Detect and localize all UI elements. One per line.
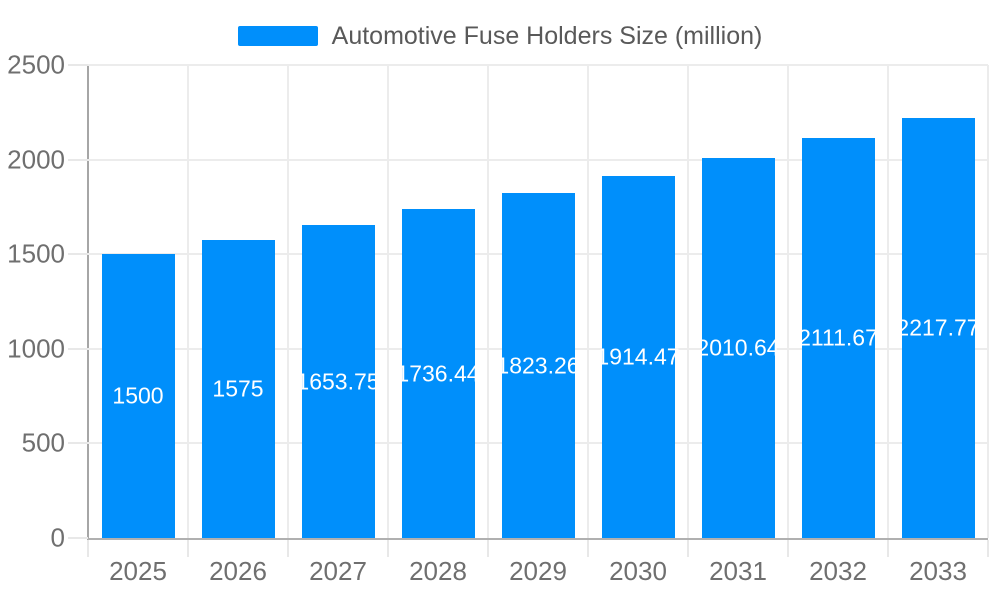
bar-value-label: 1653.75 [296, 368, 380, 395]
h-gridline [88, 158, 988, 161]
bar-2032[interactable] [801, 138, 875, 538]
x-axis-label: 2032 [809, 556, 867, 586]
y-axis-tick [68, 537, 88, 539]
y-axis-label: 1500 [7, 238, 65, 269]
bar-2031[interactable] [701, 157, 775, 538]
bar-value-label: 1914.47 [596, 343, 680, 370]
bar-value-label: 2010.64 [696, 334, 780, 361]
v-gridline [587, 65, 589, 538]
y-axis-label: 2000 [7, 144, 65, 175]
x-axis-tick [187, 540, 189, 557]
x-axis-label: 2027 [309, 556, 367, 586]
x-axis-label: 2025 [109, 556, 167, 586]
bar-2027[interactable] [301, 225, 375, 538]
y-axis-label: 500 [21, 427, 65, 458]
bar-2030[interactable] [601, 175, 675, 538]
x-axis-label: 2030 [609, 556, 667, 586]
x-axis-label: 2026 [209, 556, 267, 586]
v-gridline [487, 65, 489, 538]
plot-area: 1500 1575 1653.75 1736.44 1823.26 1914.47 2010… [88, 64, 989, 538]
x-axis-label: 2029 [509, 556, 567, 586]
x-axis-tick [87, 540, 89, 557]
x-axis-tick [387, 540, 389, 557]
v-gridline [187, 65, 189, 538]
x-axis-tick [987, 540, 989, 557]
bar-2029[interactable] [501, 193, 575, 538]
x-axis-tick [287, 540, 289, 557]
h-gridline [88, 64, 988, 66]
y-axis-label: 0 [50, 522, 65, 553]
v-gridline [687, 65, 689, 538]
x-axis-label: 2031 [709, 556, 767, 586]
bar-2028[interactable] [401, 209, 475, 538]
y-axis-tick [68, 253, 88, 256]
x-axis-tick [787, 540, 789, 557]
bar-value-label: 1823.26 [496, 352, 580, 379]
bar-value-label: 1500 [112, 382, 164, 409]
bar-value-label: 1736.44 [396, 360, 480, 387]
y-axis-label: 2500 [7, 49, 65, 80]
v-gridline [787, 65, 789, 538]
y-axis-tick [68, 64, 88, 66]
x-axis-tick [887, 540, 889, 557]
bar-2033[interactable] [901, 118, 975, 538]
x-axis-label: 2028 [409, 556, 467, 586]
y-axis-tick [68, 442, 88, 445]
x-axis-tick [587, 540, 589, 557]
bar-value-label: 2111.67 [798, 324, 878, 351]
legend-item[interactable]: Automotive Fuse Holders Size (million) [0, 22, 1000, 50]
y-axis-label: 1000 [7, 333, 65, 364]
x-axis-tick [487, 540, 489, 557]
x-axis-line [88, 538, 988, 540]
v-gridline [987, 65, 989, 538]
v-gridline [387, 65, 389, 538]
bar-value-label: 2217.77 [896, 314, 980, 341]
y-axis-tick [68, 347, 88, 350]
x-axis-label: 2033 [909, 556, 967, 586]
bar-2026[interactable] [201, 240, 275, 538]
bar-2025[interactable] [101, 254, 175, 538]
legend-marker [237, 26, 318, 46]
legend-label: Automotive Fuse Holders Size (million) [331, 21, 763, 50]
y-axis-tick [68, 158, 88, 161]
v-gridline [887, 65, 889, 538]
y-axis-line [87, 65, 89, 557]
bar-value-label: 1575 [212, 375, 264, 402]
x-axis-tick [687, 540, 689, 557]
v-gridline [287, 65, 289, 538]
